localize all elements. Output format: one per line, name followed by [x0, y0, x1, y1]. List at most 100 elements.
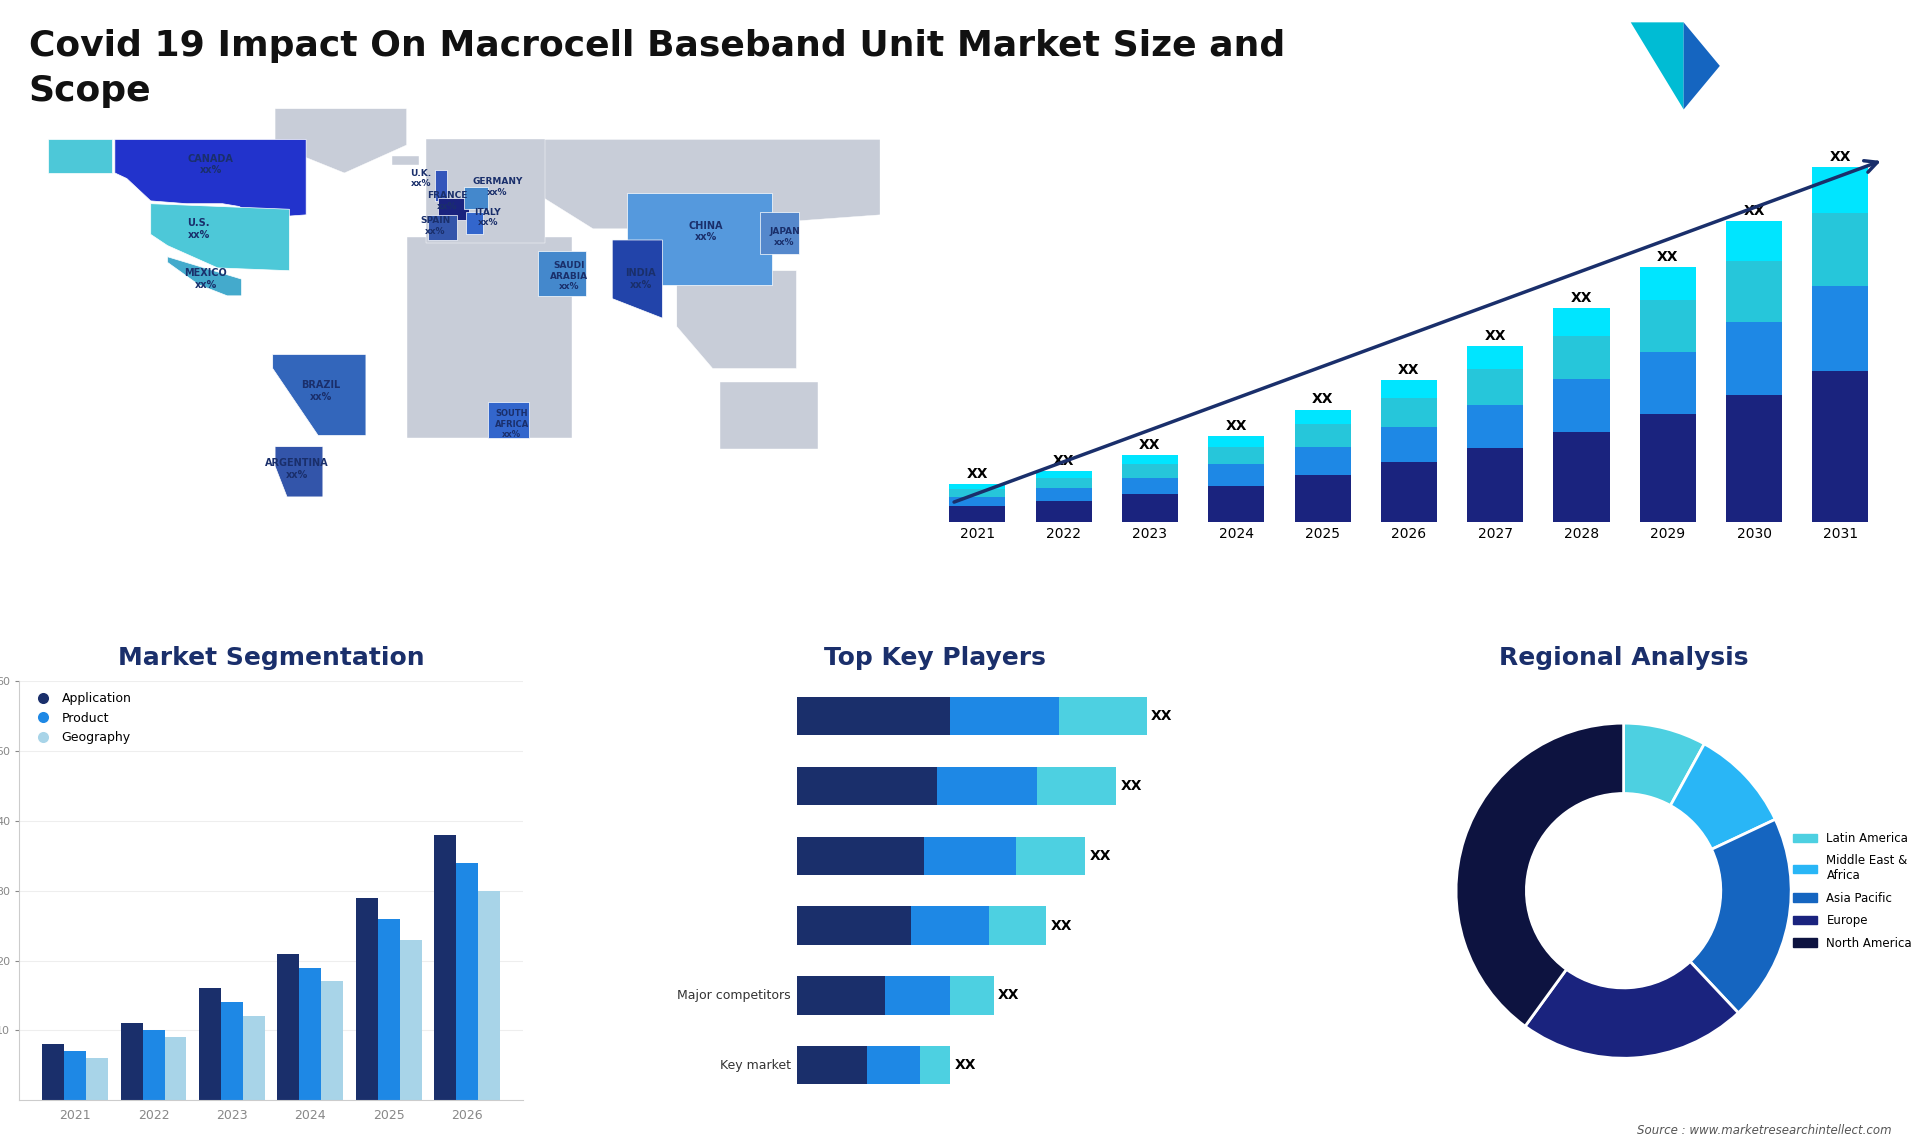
Text: XX: XX [1830, 150, 1851, 164]
Text: XX: XX [966, 466, 989, 481]
Text: ITALY
xx%: ITALY xx% [474, 207, 501, 227]
Bar [1208, 447, 1265, 464]
Polygon shape [488, 402, 528, 438]
Bar [1553, 432, 1609, 523]
Bar [200, 989, 221, 1100]
Bar [885, 976, 950, 1014]
Polygon shape [407, 237, 572, 438]
Bar [399, 940, 422, 1100]
Polygon shape [426, 140, 545, 243]
Text: Scope: Scope [29, 74, 152, 109]
Bar [1380, 380, 1436, 399]
Polygon shape [428, 214, 457, 240]
Text: XX: XX [1311, 392, 1332, 407]
Bar [950, 697, 1060, 736]
Bar [1294, 424, 1350, 447]
Wedge shape [1670, 744, 1776, 849]
Bar [63, 1051, 86, 1100]
Bar [457, 863, 478, 1100]
Text: U.K.
xx%: U.K. xx% [411, 168, 432, 188]
Bar [1467, 346, 1523, 369]
Bar [1060, 697, 1146, 736]
Text: Major competitors: Major competitors [678, 989, 791, 1002]
Bar [1121, 455, 1179, 464]
Polygon shape [465, 187, 488, 210]
Bar [948, 489, 1006, 496]
Polygon shape [467, 212, 484, 235]
Text: SPAIN
xx%: SPAIN xx% [420, 217, 451, 236]
Text: INTELLECT: INTELLECT [1728, 84, 1786, 93]
Wedge shape [1690, 819, 1791, 1013]
Polygon shape [438, 198, 468, 220]
Text: XX: XX [954, 1058, 975, 1073]
Bar [1812, 213, 1868, 285]
Bar [42, 1044, 63, 1100]
Text: Source : www.marketresearchintellect.com: Source : www.marketresearchintellect.com [1636, 1124, 1891, 1137]
Bar [1726, 260, 1782, 322]
Text: U.S.
xx%: U.S. xx% [188, 218, 209, 240]
Bar [1121, 478, 1179, 494]
Bar [1553, 379, 1609, 432]
Polygon shape [612, 240, 662, 319]
Title: Regional Analysis: Regional Analysis [1500, 645, 1749, 669]
Polygon shape [461, 140, 526, 187]
Text: XX: XX [1225, 418, 1246, 432]
Polygon shape [115, 140, 305, 218]
Text: XX: XX [1121, 779, 1142, 793]
Text: MEXICO
xx%: MEXICO xx% [184, 268, 227, 290]
Polygon shape [626, 193, 772, 284]
Bar [1726, 395, 1782, 523]
Bar [1812, 285, 1868, 371]
Bar [121, 1023, 142, 1100]
Bar [797, 767, 937, 806]
Text: XX: XX [1052, 454, 1075, 469]
Bar [1726, 322, 1782, 395]
Text: XX: XX [1743, 204, 1764, 218]
Bar [797, 697, 950, 736]
Bar [1294, 447, 1350, 474]
Circle shape [1526, 793, 1720, 988]
Bar [1035, 501, 1092, 523]
Polygon shape [392, 156, 419, 165]
Bar [244, 1017, 265, 1100]
Text: Covid 19 Impact On Macrocell Baseband Unit Market Size and: Covid 19 Impact On Macrocell Baseband Un… [29, 29, 1284, 63]
Bar [1467, 369, 1523, 405]
Bar [1121, 464, 1179, 478]
Polygon shape [436, 170, 447, 201]
Bar [948, 507, 1006, 523]
Bar [300, 967, 321, 1100]
Bar [1380, 462, 1436, 523]
Polygon shape [1630, 22, 1684, 109]
Bar [478, 890, 501, 1100]
Bar [1640, 353, 1695, 415]
Text: XX: XX [1139, 438, 1162, 453]
Bar [868, 1046, 920, 1084]
Bar [1035, 471, 1092, 478]
Legend: Application, Product, Geography: Application, Product, Geography [25, 688, 136, 749]
Bar [948, 484, 1006, 489]
Bar [1640, 267, 1695, 300]
Polygon shape [1684, 22, 1720, 109]
Polygon shape [678, 270, 797, 369]
Text: XX: XX [1050, 919, 1071, 933]
Bar [321, 981, 344, 1100]
Bar [989, 906, 1046, 944]
Bar [1035, 488, 1092, 501]
Bar [142, 1030, 165, 1100]
Polygon shape [48, 140, 113, 173]
Polygon shape [526, 140, 879, 229]
Bar [937, 767, 1037, 806]
Bar [1640, 415, 1695, 523]
Wedge shape [1624, 723, 1705, 806]
Bar [1812, 167, 1868, 213]
Text: FRANCE
xx%: FRANCE xx% [426, 191, 467, 211]
Text: XX: XX [1571, 291, 1592, 305]
Bar [1035, 478, 1092, 488]
Bar [948, 496, 1006, 507]
Bar [1037, 767, 1116, 806]
Text: XX: XX [998, 989, 1020, 1003]
Bar [1726, 221, 1782, 260]
Bar [1467, 405, 1523, 448]
Title: Market Segmentation: Market Segmentation [117, 645, 424, 669]
Bar [1016, 837, 1085, 876]
